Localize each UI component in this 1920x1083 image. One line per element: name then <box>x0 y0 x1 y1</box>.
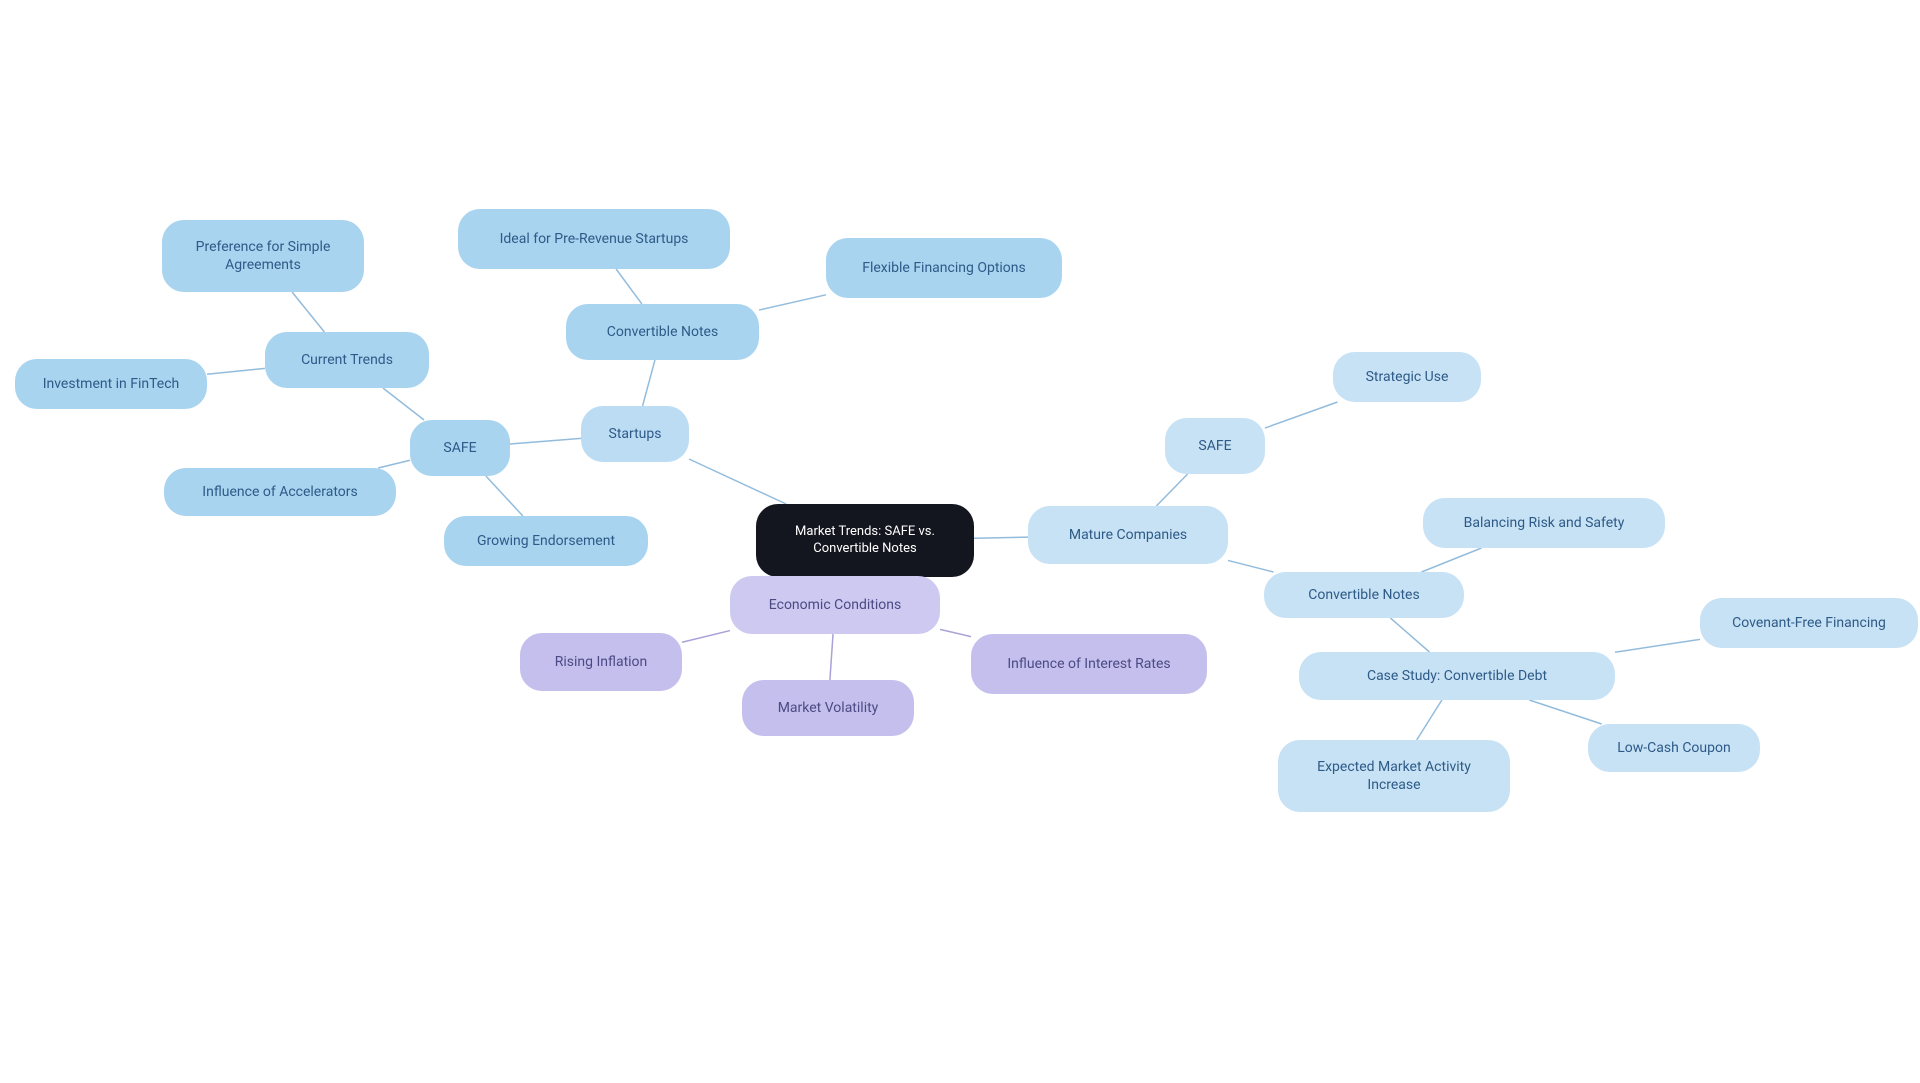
node-label: Preference for Simple Agreements <box>182 238 344 274</box>
node-volatility: Market Volatility <box>742 680 914 736</box>
node-label: Influence of Interest Rates <box>1007 655 1170 673</box>
node-market-act: Expected Market Activity Increase <box>1278 740 1510 812</box>
node-root: Market Trends: SAFE vs. Convertible Note… <box>756 504 974 577</box>
node-conv-notes-s: Convertible Notes <box>566 304 759 360</box>
node-conv-notes-m: Convertible Notes <box>1264 572 1464 618</box>
node-inflation: Rising Inflation <box>520 633 682 691</box>
edge-case-study-low-cash <box>1529 700 1601 724</box>
node-ideal-prerev: Ideal for Pre-Revenue Startups <box>458 209 730 269</box>
edge-startups-safe-s <box>510 438 581 444</box>
edge-case-study-market-act <box>1417 700 1442 740</box>
node-label: Startups <box>609 425 662 443</box>
node-low-cash: Low-Cash Coupon <box>1588 724 1760 772</box>
node-label: Low-Cash Coupon <box>1617 739 1730 757</box>
node-label: Influence of Accelerators <box>202 483 357 501</box>
edge-safe-s-grow-endorse <box>486 476 523 516</box>
node-mature: Mature Companies <box>1028 506 1228 564</box>
edge-root-startups <box>689 459 786 504</box>
node-interest: Influence of Interest Rates <box>971 634 1207 694</box>
node-flex-fin: Flexible Financing Options <box>826 238 1062 298</box>
node-startups: Startups <box>581 406 689 462</box>
node-label: Mature Companies <box>1069 526 1187 544</box>
node-label: Flexible Financing Options <box>862 259 1026 277</box>
edge-safe-m-strategic <box>1265 402 1337 428</box>
edge-current-trends-pref-simple <box>292 292 324 332</box>
node-label: Convertible Notes <box>607 323 718 341</box>
edge-current-trends-inv-fintech <box>207 368 265 374</box>
node-pref-simple: Preference for Simple Agreements <box>162 220 364 292</box>
node-case-study: Case Study: Convertible Debt <box>1299 652 1615 700</box>
edge-startups-conv-notes-s <box>643 360 655 406</box>
mindmap-canvas: Market Trends: SAFE vs. Convertible Note… <box>0 0 1920 1083</box>
node-label: SAFE <box>1198 437 1231 455</box>
node-current-trends: Current Trends <box>265 332 429 388</box>
node-label: Economic Conditions <box>769 596 901 614</box>
node-econ: Economic Conditions <box>730 576 940 634</box>
node-safe-m: SAFE <box>1165 418 1265 474</box>
node-label: Growing Endorsement <box>477 532 615 550</box>
edge-econ-interest <box>940 629 971 636</box>
node-label: Investment in FinTech <box>43 375 180 393</box>
edge-conv-notes-s-flex-fin <box>759 295 826 310</box>
edge-safe-s-current-trends <box>383 388 424 420</box>
node-label: Case Study: Convertible Debt <box>1367 667 1547 685</box>
node-label: Rising Inflation <box>555 653 648 671</box>
node-safe-s: SAFE <box>410 420 510 476</box>
node-strategic: Strategic Use <box>1333 352 1481 402</box>
edge-mature-safe-m <box>1156 474 1187 506</box>
edge-mature-conv-notes-m <box>1228 560 1274 572</box>
edge-root-mature <box>974 537 1028 538</box>
node-grow-endorse: Growing Endorsement <box>444 516 648 566</box>
node-label: Covenant-Free Financing <box>1732 614 1886 632</box>
node-label: Balancing Risk and Safety <box>1464 514 1625 532</box>
node-label: Market Volatility <box>778 699 879 717</box>
node-label: Market Trends: SAFE vs. Convertible Note… <box>776 524 954 558</box>
edge-conv-notes-m-case-study <box>1390 618 1429 652</box>
edge-econ-volatility <box>830 634 833 680</box>
edge-safe-s-infl-accel <box>378 460 410 468</box>
edge-case-study-cov-free <box>1615 639 1700 652</box>
node-bal-risk: Balancing Risk and Safety <box>1423 498 1665 548</box>
node-label: SAFE <box>443 439 476 457</box>
node-label: Strategic Use <box>1366 368 1449 386</box>
edge-conv-notes-s-ideal-prerev <box>616 269 642 304</box>
edge-conv-notes-m-bal-risk <box>1422 548 1482 572</box>
node-infl-accel: Influence of Accelerators <box>164 468 396 516</box>
node-label: Convertible Notes <box>1308 586 1419 604</box>
node-label: Ideal for Pre-Revenue Startups <box>500 230 689 248</box>
node-inv-fintech: Investment in FinTech <box>15 359 207 409</box>
node-label: Expected Market Activity Increase <box>1298 758 1490 794</box>
edge-econ-inflation <box>682 631 730 643</box>
node-cov-free: Covenant-Free Financing <box>1700 598 1918 648</box>
node-label: Current Trends <box>301 351 393 369</box>
